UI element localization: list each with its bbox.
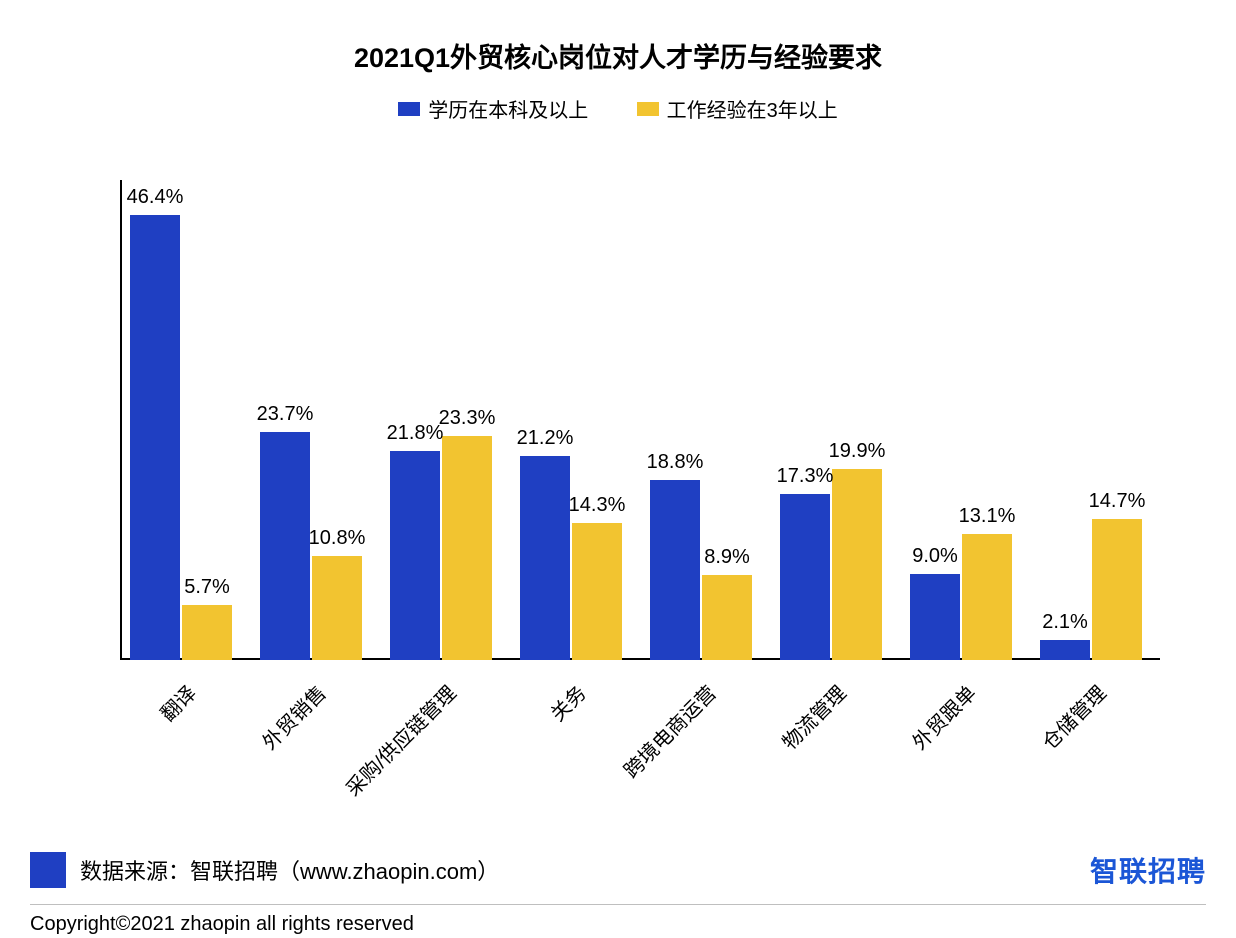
category-label: 外贸销售 — [254, 678, 331, 755]
legend-item-experience: 工作经验在3年以上 — [637, 94, 838, 123]
bar-experience — [1092, 519, 1142, 660]
bar-label-education: 21.8% — [387, 422, 444, 445]
brand-logo-text: 智联招聘 — [1090, 850, 1206, 890]
copyright-text: Copyright©2021 zhaopin all rights reserv… — [30, 913, 1206, 936]
bar-experience — [182, 605, 232, 660]
bar-education — [910, 574, 960, 660]
bar-education — [130, 215, 180, 660]
plot-area: 46.4%5.7%翻译23.7%10.8%外贸销售21.8%23.3%采购/供应… — [120, 180, 1160, 660]
bar-label-education: 18.8% — [647, 451, 704, 474]
bar-label-experience: 23.3% — [439, 407, 496, 430]
bar-label-experience: 8.9% — [704, 546, 750, 569]
legend-item-education: 学历在本科及以上 — [398, 94, 588, 123]
source-text: 数据来源：智联招聘（www.zhaopin.com） — [80, 854, 499, 886]
legend: 学历在本科及以上 工作经验在3年以上 — [0, 94, 1236, 123]
bar-education — [1040, 640, 1090, 660]
legend-label-education: 学历在本科及以上 — [428, 94, 588, 123]
category-label: 跨境电商运营 — [616, 678, 721, 783]
bar-education — [520, 456, 570, 660]
category-label: 翻译 — [153, 678, 202, 727]
legend-label-experience: 工作经验在3年以上 — [667, 94, 838, 123]
category-label: 采购/供应链管理 — [338, 678, 461, 801]
category-label: 物流管理 — [774, 678, 851, 755]
bar-label-education: 21.2% — [517, 427, 574, 450]
bar-label-education: 9.0% — [912, 545, 958, 568]
bar-education — [780, 494, 830, 660]
bar-label-experience: 19.9% — [829, 440, 886, 463]
bar-label-experience: 14.7% — [1089, 490, 1146, 513]
bar-label-experience: 10.8% — [309, 527, 366, 550]
bar-education — [260, 432, 310, 660]
category-label: 仓储管理 — [1034, 678, 1111, 755]
category-label: 外贸跟单 — [904, 678, 981, 755]
source-row: 数据来源：智联招聘（www.zhaopin.com） 智联招聘 — [30, 850, 1206, 890]
bar-label-education: 17.3% — [777, 465, 834, 488]
page: 2021Q1外贸核心岗位对人才学历与经验要求 学历在本科及以上 工作经验在3年以… — [0, 0, 1236, 938]
bar-label-experience: 13.1% — [959, 505, 1016, 528]
bar-experience — [312, 556, 362, 660]
bar-education — [390, 451, 440, 660]
legend-swatch-education — [398, 102, 420, 116]
bar-label-education: 23.7% — [257, 403, 314, 426]
footer-divider: Copyright©2021 zhaopin all rights reserv… — [30, 904, 1206, 936]
bar-label-education: 2.1% — [1042, 611, 1088, 634]
y-axis — [120, 180, 122, 660]
bar-label-experience: 5.7% — [184, 576, 230, 599]
footer: 数据来源：智联招聘（www.zhaopin.com） 智联招聘 Copyrigh… — [30, 850, 1206, 936]
bar-experience — [702, 575, 752, 660]
chart-title: 2021Q1外贸核心岗位对人才学历与经验要求 — [0, 36, 1236, 75]
bar-label-education: 46.4% — [127, 186, 184, 209]
source-left: 数据来源：智联招聘（www.zhaopin.com） — [30, 852, 499, 888]
bar-label-experience: 14.3% — [569, 494, 626, 517]
legend-swatch-experience — [637, 102, 659, 116]
source-swatch — [30, 852, 66, 888]
bar-experience — [832, 469, 882, 660]
bar-education — [650, 480, 700, 660]
bar-experience — [962, 534, 1012, 660]
bar-experience — [572, 523, 622, 660]
category-label: 关务 — [543, 678, 592, 727]
bar-experience — [442, 436, 492, 660]
